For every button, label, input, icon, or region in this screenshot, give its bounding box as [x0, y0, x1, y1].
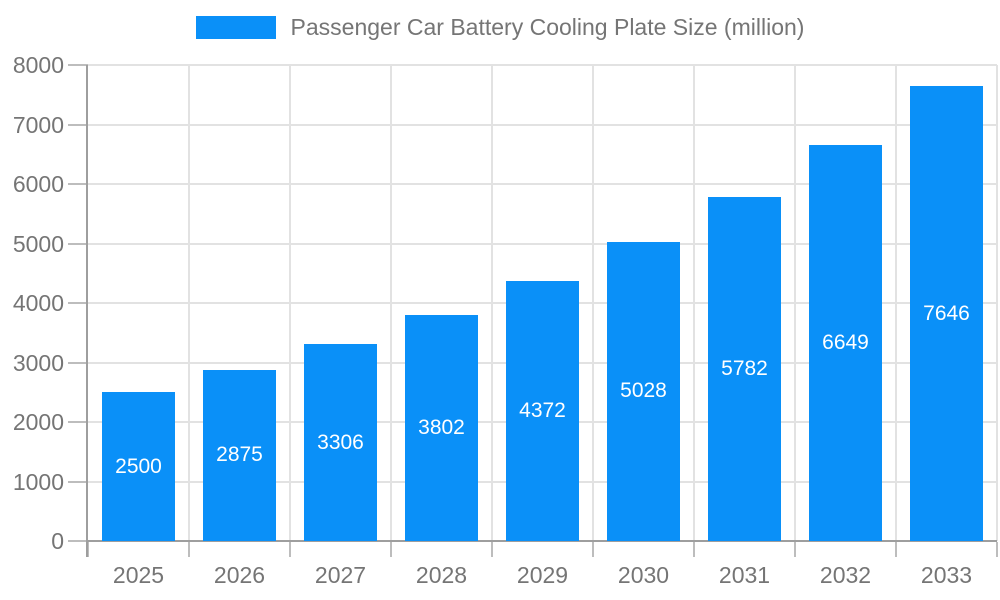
x-tick: [895, 542, 897, 557]
x-tick-label: 2028: [415, 562, 468, 588]
x-tick: [87, 542, 89, 557]
x-tick-label: 2027: [314, 562, 367, 588]
x-tick-label: 2026: [213, 562, 266, 588]
y-tick-label: 3000: [12, 349, 64, 376]
y-tick: [68, 64, 88, 66]
y-tick: [68, 242, 88, 245]
bar-value-label: 3802: [418, 415, 465, 439]
y-tick: [68, 421, 88, 423]
y-tick-label: 0: [51, 528, 64, 554]
x-gridline: [289, 65, 291, 541]
x-tick: [996, 542, 998, 557]
y-gridline: [88, 183, 997, 185]
x-tick-label: 2032: [819, 562, 872, 588]
x-gridline: [895, 65, 897, 541]
bar: 3802: [405, 314, 478, 541]
y-tick: [68, 123, 88, 126]
plot-area: 0 1000 2000 3000 4000 5000 6000 7000 8000 2025 202…: [13, 52, 998, 588]
x-tick-label: 2033: [920, 562, 973, 588]
x-gridline: [390, 65, 392, 541]
bar-value-label: 5028: [620, 379, 667, 403]
x-gridline: [188, 65, 190, 541]
bar-value-label: 4372: [519, 398, 566, 422]
y-gridline: [88, 64, 997, 66]
x-gridline: [996, 65, 998, 541]
x-gridline: [794, 65, 796, 541]
x-tick: [390, 542, 392, 557]
legend-title: Passenger Car Battery Cooling Plate Size…: [290, 14, 805, 40]
x-tick-label: 2025: [112, 562, 165, 588]
y-axis-line: [86, 65, 88, 557]
x-tick-label: 2031: [718, 562, 771, 588]
bar-value-label: 6649: [822, 331, 869, 355]
y-tick: [68, 480, 88, 483]
y-tick-label: 8000: [12, 52, 64, 78]
bar: 6649: [809, 145, 882, 541]
bar-value-label: 7646: [923, 301, 970, 325]
bar: 2875: [203, 369, 276, 541]
y-tick-label: 1000: [12, 468, 64, 495]
y-tick-label: 5000: [12, 230, 64, 257]
x-gridline: [693, 65, 695, 541]
bar-value-label: 2875: [216, 443, 263, 467]
x-tick: [592, 542, 594, 557]
y-tick: [68, 183, 88, 185]
y-gridline: [88, 123, 997, 126]
y-tick-label: 4000: [12, 290, 64, 316]
x-tick: [693, 542, 695, 557]
x-gridline: [491, 65, 493, 541]
y-tick: [68, 302, 88, 304]
x-tick: [794, 542, 796, 557]
bar: 4372: [506, 280, 579, 541]
bar-value-label: 5782: [721, 356, 768, 380]
bar: 7646: [910, 86, 983, 541]
x-tick-label: 2030: [617, 562, 670, 588]
bar: 5782: [708, 196, 781, 541]
x-tick-label: 2029: [516, 562, 569, 588]
x-tick: [491, 542, 493, 557]
y-tick-label: 6000: [12, 171, 64, 197]
y-tick-label: 7000: [12, 111, 64, 138]
y-tick-label: 2000: [12, 409, 64, 435]
y-tick: [68, 361, 88, 364]
x-tick: [188, 542, 190, 557]
bar: 3306: [304, 344, 377, 541]
x-axis-line: [88, 540, 997, 542]
bar: 2500: [102, 392, 175, 541]
chart-legend: Passenger Car Battery Cooling Plate Size…: [0, 14, 1000, 41]
x-gridline: [592, 65, 594, 541]
x-tick: [289, 542, 291, 557]
y-tick: [68, 540, 88, 542]
bar: 5028: [607, 241, 680, 541]
y-gridline: [88, 242, 997, 245]
legend-swatch: [195, 16, 276, 39]
bar-value-label: 3306: [317, 430, 364, 454]
bar-value-label: 2500: [115, 454, 162, 478]
